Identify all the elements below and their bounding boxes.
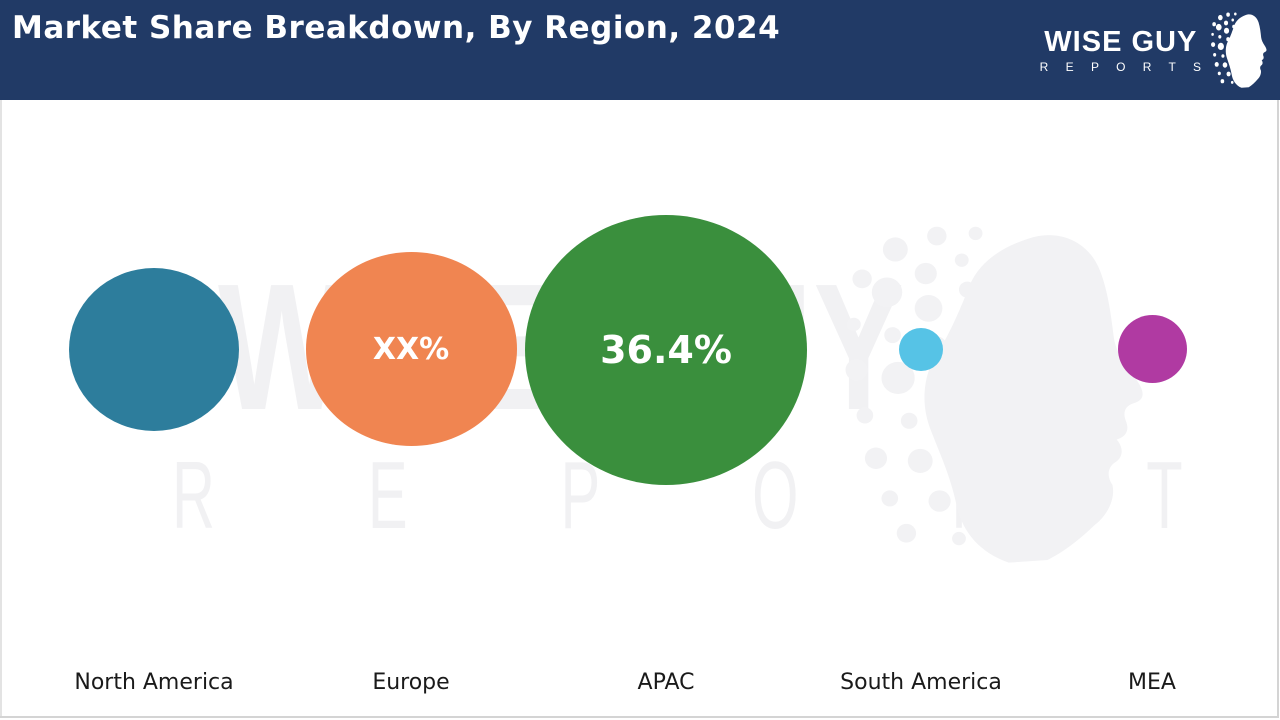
header-bar: Market Share Breakdown, By Region, 2024 …: [0, 0, 1280, 100]
category-label-europe: Europe: [372, 670, 450, 695]
bubble-europe[interactable]: XX%: [305, 252, 517, 446]
category-label-north-america: North America: [74, 670, 234, 695]
frame-border-bottom: [0, 716, 1279, 718]
logo-reports-text: R E P O R T S: [1039, 59, 1208, 74]
category-label-south-america: South America: [840, 670, 1002, 695]
bubble-value-label: 36.4%: [600, 328, 732, 372]
category-label-apac: APAC: [637, 670, 695, 695]
bubble-mea[interactable]: [1117, 315, 1187, 383]
bubble-apac[interactable]: 36.4%: [525, 215, 807, 485]
bubble-south-america[interactable]: [899, 327, 943, 371]
frame-border-right: [1277, 100, 1279, 718]
logo-wordmark: WISE GUY: [1044, 25, 1198, 58]
category-label-mea: MEA: [1128, 670, 1176, 695]
wise-guy-logo: WISE GUY R E P O R T S: [1034, 11, 1272, 89]
watermark-head-dots-icon: [845, 226, 1143, 563]
page-title: Market Share Breakdown, By Region, 2024: [12, 10, 781, 46]
logo-head-dots-icon: [1211, 12, 1267, 88]
bubble-north-america[interactable]: [69, 267, 239, 431]
bubble-value-label: XX%: [372, 331, 450, 367]
frame-border-left: [0, 100, 2, 718]
